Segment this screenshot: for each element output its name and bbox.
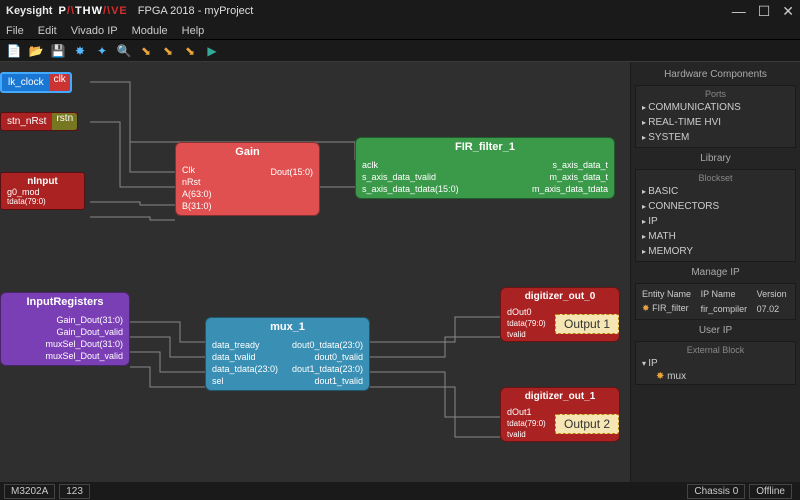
minimize-icon[interactable]: — (732, 3, 746, 20)
ip-row[interactable]: ✸ FIR_filterfir_compiler07.02 (640, 302, 791, 315)
tool3-icon[interactable]: ⬊ (182, 43, 198, 59)
save-icon[interactable]: 💾 (50, 43, 66, 59)
status-model: M3202A (4, 484, 55, 499)
sparkle-icon[interactable]: ✦ (94, 43, 110, 59)
user-ip-mux[interactable]: ✸ mux (638, 371, 793, 382)
node-rst[interactable]: stn_nRst rstn (0, 112, 78, 131)
node-mux[interactable]: mux_1 data_treadydata_tvaliddata_tdata(2… (205, 317, 370, 391)
node-fir[interactable]: FIR_filter_1 aclks_axis_data_tvalids_axi… (355, 137, 615, 199)
menubar: File Edit Vivado IP Module Help (0, 22, 800, 40)
lib-conn[interactable]: CONNECTORS (638, 199, 793, 214)
hw-rthvi[interactable]: REAL-TIME HVI (638, 115, 793, 130)
menu-file[interactable]: File (6, 25, 24, 37)
side-panel: Hardware Components Ports COMMUNICATIONS… (630, 62, 800, 482)
status-offline: Offline (749, 484, 792, 499)
window-title: FPGA 2018 - myProject (138, 5, 254, 17)
new-icon[interactable]: 📄 (6, 43, 22, 59)
menu-vivado[interactable]: Vivado IP (71, 25, 118, 37)
output1-label: Output 1 (555, 314, 619, 334)
hw-title: Hardware Components (635, 66, 796, 83)
menu-help[interactable]: Help (182, 25, 205, 37)
node-gain[interactable]: Gain ClknRstA(63:0)B(31:0) Dout(15:0) (175, 142, 320, 216)
titlebar: Keysight P/\THW/\VE FPGA 2018 - myProjec… (0, 0, 800, 22)
open-icon[interactable]: 📂 (28, 43, 44, 59)
tool1-icon[interactable]: ⬊ (138, 43, 154, 59)
node-registers[interactable]: InputRegisters Gain_Dout(31:0)Gain_Dout_… (0, 292, 130, 366)
user-ip-tree[interactable]: IP (638, 356, 793, 371)
node-clk[interactable]: lk_clock clk (0, 72, 72, 93)
tool2-icon[interactable]: ⬊ (160, 43, 176, 59)
toolbar: 📄 📂 💾 ✸ ✦ 🔍 ⬊ ⬊ ⬊ ▶ (0, 40, 800, 62)
design-canvas[interactable]: lk_clock clk stn_nRst rstn nInput g0_mod… (0, 62, 630, 482)
status-chassis: Chassis 0 (687, 484, 745, 499)
play-icon[interactable]: ▶ (204, 43, 220, 59)
sun-icon[interactable]: ✸ (72, 43, 88, 59)
status-num: 123 (59, 484, 90, 499)
menu-module[interactable]: Module (132, 25, 168, 37)
zoom-icon[interactable]: 🔍 (116, 43, 132, 59)
brand: P/\THW/\VE (58, 5, 127, 17)
lib-ip[interactable]: IP (638, 214, 793, 229)
hw-comm[interactable]: COMMUNICATIONS (638, 100, 793, 115)
node-input[interactable]: nInput g0_mod tdata(79:0) (0, 172, 85, 210)
maximize-icon[interactable]: ☐ (758, 3, 771, 20)
hw-system[interactable]: SYSTEM (638, 130, 793, 145)
ip-table: Entity NameIP NameVersion ✸ FIR_filterfi… (638, 286, 793, 317)
output2-label: Output 2 (555, 414, 619, 434)
statusbar: M3202A 123 Chassis 0 Offline (0, 482, 800, 500)
vendor-logo: Keysight (6, 5, 52, 17)
menu-edit[interactable]: Edit (38, 25, 57, 37)
close-icon[interactable]: ✕ (782, 3, 794, 20)
lib-basic[interactable]: BASIC (638, 184, 793, 199)
lib-math[interactable]: MATH (638, 229, 793, 244)
lib-mem[interactable]: MEMORY (638, 244, 793, 259)
